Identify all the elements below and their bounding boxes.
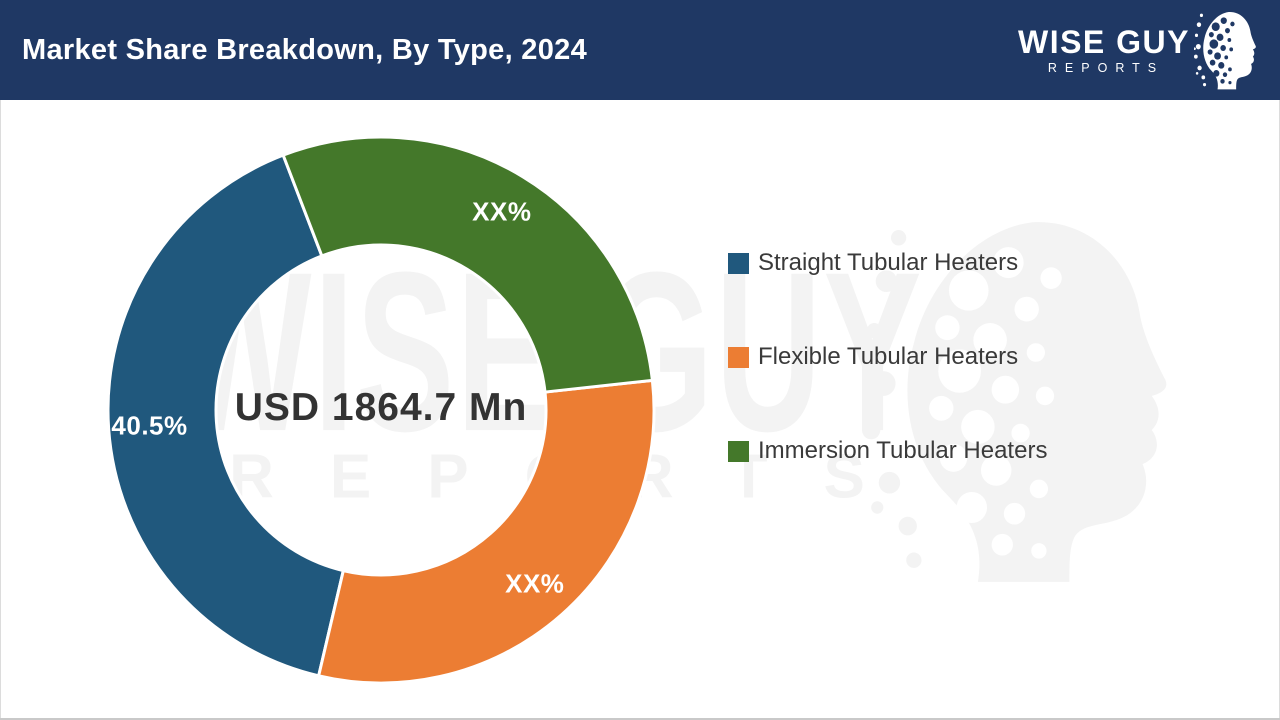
wiseguy-logo: WISE GUY REPORTS xyxy=(1018,10,1256,90)
chart-legend: Straight Tubular Heaters Flexible Tubular… xyxy=(728,249,1047,465)
legend-item-0: Straight Tubular Heaters xyxy=(728,249,1047,277)
legend-label: Flexible Tubular Heaters xyxy=(758,343,1019,370)
left-border xyxy=(0,100,1,720)
legend-label: Straight Tubular Heaters xyxy=(758,249,1019,276)
header-bar: Market Share Breakdown, By Type, 2024 WI… xyxy=(0,0,1280,100)
legend-item-2: Immersion Tubular Heaters xyxy=(728,437,1047,465)
legend-label: Immersion Tubular Heaters xyxy=(758,437,1048,464)
logo-wordmark: WISE GUY xyxy=(1017,23,1190,60)
wiseguy-face-icon xyxy=(1194,11,1256,90)
logo-subtitle: REPORTS xyxy=(1047,60,1165,75)
legend-swatch-icon xyxy=(728,440,749,462)
bottom-border xyxy=(0,718,1280,720)
legend-item-1: Flexible Tubular Heaters xyxy=(728,343,1047,371)
segment-value-label-1: XX% xyxy=(505,568,565,599)
wiseguy-face-icon xyxy=(862,222,1167,582)
legend-swatch-icon xyxy=(728,252,749,274)
segment-value-label-0: 40.5% xyxy=(111,410,188,441)
page-title: Market Share Breakdown, By Type, 2024 xyxy=(22,33,588,66)
logo-text: WISE GUY REPORTS xyxy=(1018,26,1190,75)
legend-swatch-icon xyxy=(728,346,749,368)
segment-value-label-2: XX% xyxy=(472,196,532,227)
chart-center-value: USD 1864.7 Mn xyxy=(234,386,528,429)
